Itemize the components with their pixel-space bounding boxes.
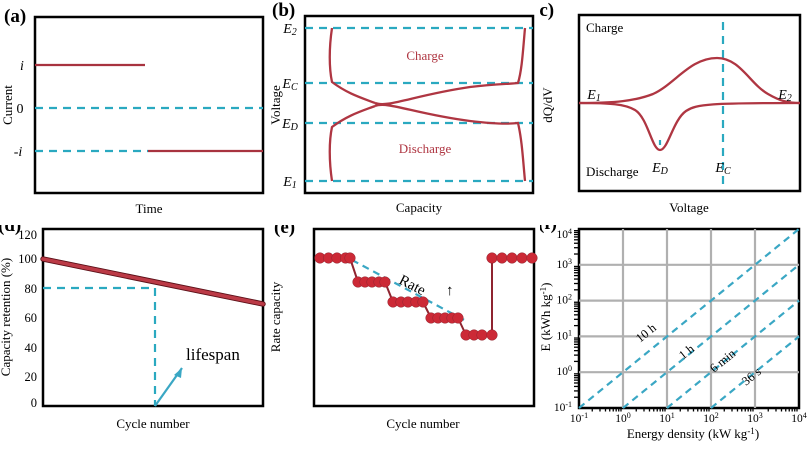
svg-text:10-1: 10-1 (570, 411, 588, 425)
svg-text:102: 102 (557, 293, 573, 307)
svg-text:EC: EC (714, 161, 731, 177)
svg-text:E2: E2 (282, 22, 297, 38)
svg-text:Energy density (kW kg-1): Energy density (kW kg-1) (627, 426, 759, 441)
svg-text:Voltage: Voltage (669, 200, 709, 215)
svg-text:ED: ED (651, 161, 669, 177)
svg-text:Voltage: Voltage (270, 85, 283, 125)
svg-text:100: 100 (615, 411, 631, 425)
svg-text:lifespan: lifespan (186, 345, 240, 364)
svg-text:100: 100 (557, 364, 573, 378)
svg-text:104: 104 (791, 411, 807, 425)
svg-text:80: 80 (25, 282, 38, 296)
svg-text:40: 40 (25, 341, 38, 355)
svg-text:i: i (20, 59, 24, 74)
svg-text:20: 20 (25, 370, 38, 384)
svg-text:Cycle number: Cycle number (386, 416, 460, 431)
svg-text:1 h: 1 h (676, 341, 698, 362)
svg-text:0: 0 (17, 102, 24, 117)
svg-text:(a): (a) (4, 6, 26, 27)
svg-text:10-1: 10-1 (554, 400, 572, 414)
svg-text:Capacity retention (%): Capacity retention (%) (0, 258, 13, 376)
svg-text:E1: E1 (586, 88, 601, 104)
svg-text:60: 60 (25, 311, 38, 325)
svg-text:-i: -i (14, 145, 23, 160)
svg-text:103: 103 (557, 257, 573, 271)
svg-text:101: 101 (659, 411, 675, 425)
svg-text:0: 0 (31, 396, 37, 410)
svg-text:101: 101 (557, 328, 573, 342)
svg-text:102: 102 (703, 411, 719, 425)
svg-text:(f): (f) (540, 225, 557, 234)
svg-text:dQ/dV: dQ/dV (540, 87, 555, 123)
svg-text:(b): (b) (272, 0, 295, 21)
svg-text:Capacity: Capacity (396, 200, 443, 215)
svg-text:Rate: Rate (396, 272, 428, 299)
svg-text:Current: Current (0, 85, 15, 125)
svg-text:Charge: Charge (406, 48, 444, 63)
svg-text:E2: E2 (777, 88, 792, 104)
svg-text:EC: EC (281, 77, 298, 93)
svg-text:E1: E1 (282, 175, 297, 191)
svg-text:Discharge: Discharge (586, 164, 639, 179)
svg-text:(e): (e) (274, 225, 295, 238)
svg-text:103: 103 (747, 411, 763, 425)
svg-text:ED: ED (281, 117, 299, 133)
svg-text:↑: ↑ (446, 283, 454, 299)
svg-text:Cycle number: Cycle number (116, 416, 190, 431)
svg-text:104: 104 (557, 227, 573, 241)
svg-text:E (kWh kg-1): E (kWh kg-1) (540, 283, 553, 352)
svg-text:Time: Time (136, 201, 163, 216)
svg-text:120: 120 (18, 228, 37, 242)
svg-text:Discharge: Discharge (399, 141, 452, 156)
svg-text:10 h: 10 h (633, 320, 659, 345)
svg-text:100: 100 (18, 252, 37, 266)
svg-text:Rate capacity: Rate capacity (270, 281, 283, 352)
svg-text:Charge: Charge (586, 20, 624, 35)
svg-text:(c): (c) (540, 0, 554, 21)
